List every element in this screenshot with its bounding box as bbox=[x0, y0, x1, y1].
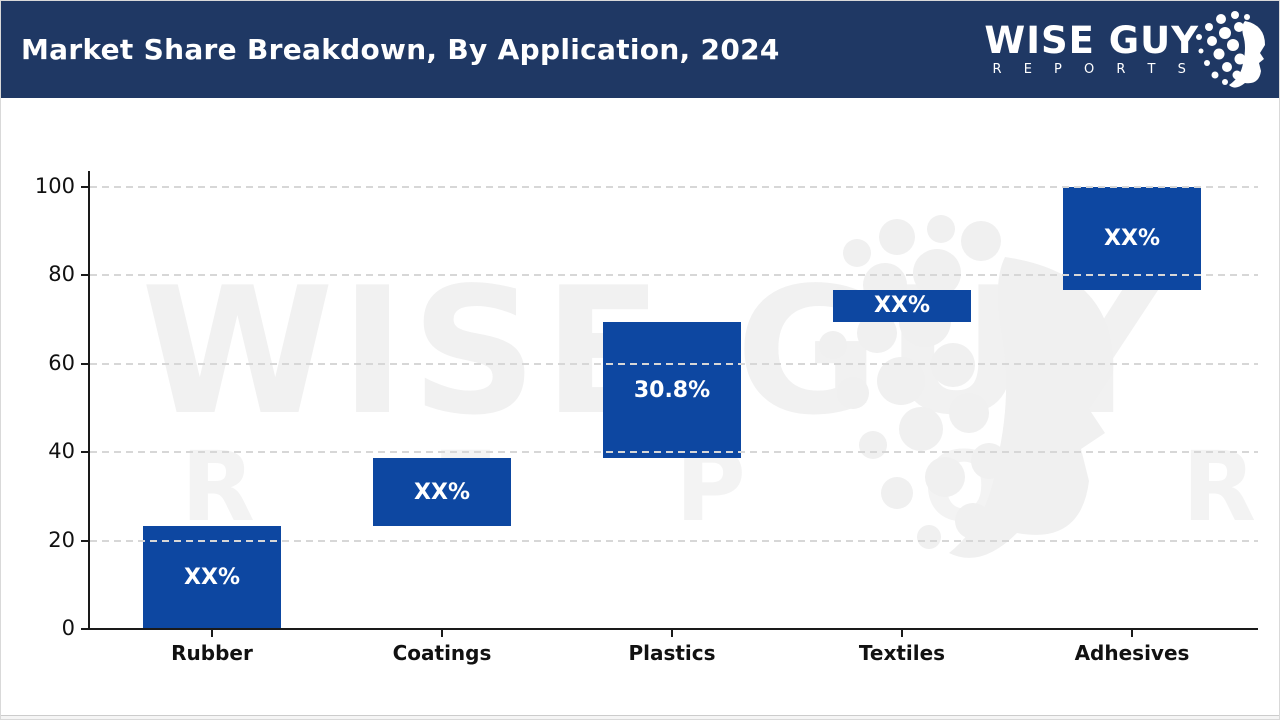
bar-rubber: XX% bbox=[143, 526, 281, 629]
y-axis-label-40: 40 bbox=[48, 439, 75, 464]
bar-adhesives: XX% bbox=[1063, 187, 1201, 290]
y-tick bbox=[81, 362, 89, 365]
bar-value-label: XX% bbox=[874, 293, 930, 319]
y-axis-label-100: 100 bbox=[34, 174, 75, 198]
x-axis-label-textiles: Textiles bbox=[858, 641, 946, 665]
header-bar: Market Share Breakdown, By Application, … bbox=[1, 1, 1279, 98]
gridline-20 bbox=[90, 539, 1258, 542]
x-axis-label-adhesives: Adhesives bbox=[1074, 641, 1190, 665]
x-tick bbox=[211, 629, 213, 637]
bar-coatings: XX% bbox=[373, 458, 511, 527]
bar-value-label: XX% bbox=[1104, 225, 1160, 251]
x-tick bbox=[1131, 629, 1133, 637]
y-tick bbox=[81, 451, 89, 454]
gridline-40 bbox=[90, 451, 1258, 454]
footer-strip bbox=[1, 716, 1279, 719]
x-tick bbox=[671, 629, 673, 637]
bar-value-label: XX% bbox=[414, 479, 470, 505]
y-axis-label-60: 60 bbox=[48, 350, 75, 375]
x-axis-label-plastics: Plastics bbox=[628, 641, 716, 665]
x-tick bbox=[901, 629, 903, 637]
gridline-100 bbox=[90, 186, 1258, 188]
y-axis-line bbox=[88, 171, 90, 630]
logo-head-icon bbox=[1196, 10, 1265, 88]
x-axis-label-rubber: Rubber bbox=[171, 641, 253, 665]
footer-divider bbox=[1, 715, 1279, 716]
gridline-80 bbox=[90, 274, 1258, 277]
bar-value-label: XX% bbox=[184, 565, 240, 591]
bar-value-label: 30.8% bbox=[633, 377, 711, 403]
y-tick bbox=[81, 186, 89, 188]
logo-text: WISE GUY R E P O R T S bbox=[984, 22, 1199, 77]
x-axis-line bbox=[88, 628, 1258, 630]
y-tick bbox=[81, 539, 89, 542]
y-axis-label-20: 20 bbox=[48, 527, 75, 552]
gridline-60 bbox=[90, 362, 1258, 365]
logo-wordmark: WISE GUY bbox=[984, 19, 1199, 62]
x-axis-label-coatings: Coatings bbox=[392, 641, 492, 665]
x-tick bbox=[441, 629, 443, 637]
page-title: Market Share Breakdown, By Application, … bbox=[21, 33, 780, 66]
y-axis-label-0: 0 bbox=[61, 616, 75, 640]
bar-plastics: 30.8% bbox=[603, 322, 741, 459]
watermark-head-icon bbox=[819, 215, 1114, 558]
y-axis-label-80: 80 bbox=[48, 262, 75, 287]
y-tick bbox=[81, 628, 89, 630]
wise-guy-logo: WISE GUY R E P O R T S bbox=[984, 7, 1271, 93]
bar-textiles: XX% bbox=[833, 289, 971, 323]
y-tick bbox=[81, 274, 89, 277]
logo-subtitle: R E P O R T S bbox=[992, 62, 1195, 77]
